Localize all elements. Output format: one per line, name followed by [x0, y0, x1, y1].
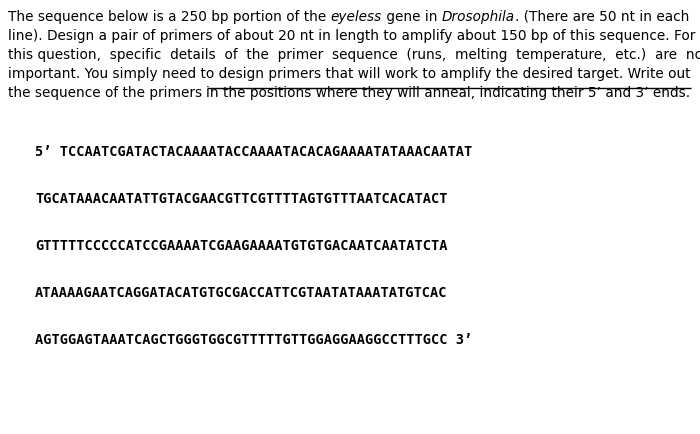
Text: Drosophila: Drosophila — [442, 10, 515, 24]
Text: important. You simply need to design primers that will work to amplify the desir: important. You simply need to design pri… — [8, 67, 690, 81]
Text: this question,  specific  details  of  the  primer  sequence  (runs,  melting  t: this question, specific details of the p… — [8, 48, 700, 62]
Text: in the positions where they will anneal, indicating their 5’ and 3’ ends.: in the positions where they will anneal,… — [206, 86, 691, 100]
Text: ATAAAAGAATCAGGATACATGTGCGACCATTCGTAATATAAATATGTCAC: ATAAAAGAATCAGGATACATGTGCGACCATTCGTAATATA… — [35, 286, 447, 300]
Text: eyeless: eyeless — [330, 10, 382, 24]
Text: line). Design a pair of primers of about 20 nt in length to amplify about 150 bp: line). Design a pair of primers of about… — [8, 29, 695, 43]
Text: 5’ TCCAATCGATACTACAAAATACCAAAATACACAGAAAATATAAACAATAT: 5’ TCCAATCGATACTACAAAATACCAAAATACACAGAAA… — [35, 145, 472, 159]
Text: The sequence below is a 250 bp portion of the: The sequence below is a 250 bp portion o… — [8, 10, 330, 24]
Text: GTTTTTCCCCCATCCGAAAATCGAAGAAAATGTGTGACAATCAATATCTA: GTTTTTCCCCCATCCGAAAATCGAAGAAAATGTGTGACAA… — [35, 239, 447, 253]
Text: . (There are 50 nt in each: . (There are 50 nt in each — [515, 10, 690, 24]
Text: gene in: gene in — [382, 10, 442, 24]
Text: AGTGGAGTAAATCAGCTGGGTGGCGTTTTTGTTGGAGGAAGGCCTTTGCC 3’: AGTGGAGTAAATCAGCTGGGTGGCGTTTTTGTTGGAGGAA… — [35, 333, 472, 347]
Text: the sequence of the primers: the sequence of the primers — [8, 86, 206, 100]
Text: TGCATAAACAATATTGTACGAACGTTCGTTTTAGTGTTTAATCACATACT: TGCATAAACAATATTGTACGAACGTTCGTTTTAGTGTTTA… — [35, 192, 447, 206]
